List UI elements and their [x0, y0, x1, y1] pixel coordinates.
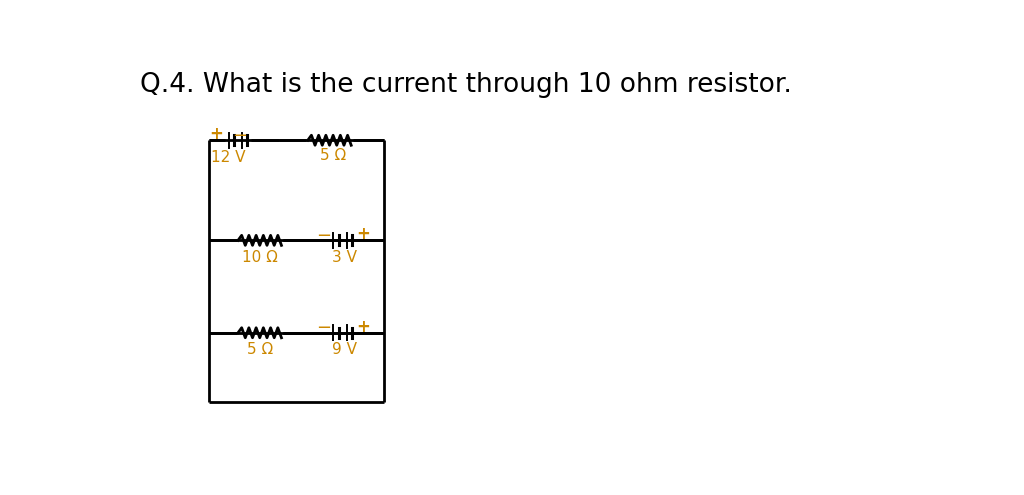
Text: 5 Ω: 5 Ω [321, 148, 346, 163]
Text: Q.4. What is the current through 10 ohm resistor.: Q.4. What is the current through 10 ohm … [139, 72, 792, 99]
Text: +: + [210, 125, 223, 143]
Text: 10 Ω: 10 Ω [242, 250, 278, 265]
Text: −: − [315, 227, 331, 245]
Text: 5 Ω: 5 Ω [247, 342, 272, 357]
Text: 3 V: 3 V [332, 250, 356, 265]
Text: 12 V: 12 V [211, 149, 245, 165]
Text: 9 V: 9 V [332, 342, 356, 357]
Text: −: − [232, 127, 247, 145]
Text: +: + [356, 318, 370, 336]
Text: −: − [315, 319, 331, 337]
Text: +: + [356, 225, 370, 243]
